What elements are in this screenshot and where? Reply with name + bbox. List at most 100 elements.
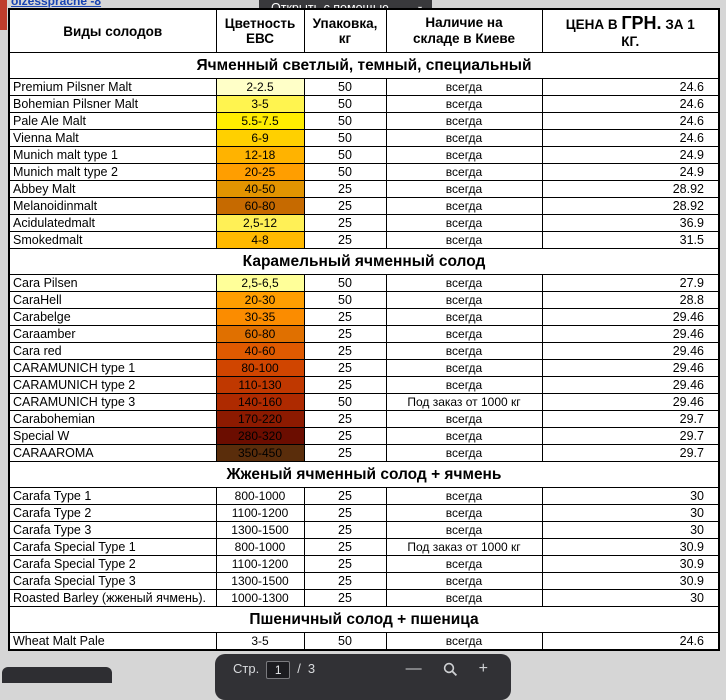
stock-cell: всегда: [385, 112, 543, 130]
ebc-color-cell: 170-220: [215, 410, 305, 428]
price-cell: 24.6: [541, 112, 720, 130]
ebc-color-cell: 800-1000: [215, 487, 305, 505]
stock-cell: всегда: [385, 487, 543, 505]
package-cell: 25: [303, 444, 387, 462]
section-header-row: Карамельный ячменный солод: [8, 248, 720, 275]
stock-cell: всегда: [385, 410, 543, 428]
partial-bottom-left-button[interactable]: [2, 667, 112, 683]
header-stock: Наличие на складе в Киеве: [385, 8, 543, 53]
stock-cell: всегда: [385, 214, 543, 232]
package-cell: 25: [303, 521, 387, 539]
section-header-row: Ячменный светлый, темный, специальный: [8, 52, 720, 79]
package-cell: 25: [303, 504, 387, 522]
price-cell: 24.9: [541, 146, 720, 164]
price-cell: 30: [541, 504, 720, 522]
price-cell: 29.46: [541, 393, 720, 411]
stock-cell: всегда: [385, 129, 543, 147]
package-cell: 25: [303, 308, 387, 326]
price-cell: 30: [541, 589, 720, 607]
section-header-row: Пшеничный солод + пшеница: [8, 606, 720, 633]
stock-cell: всегда: [385, 572, 543, 590]
stock-cell: всегда: [385, 325, 543, 343]
malt-row: CARAMUNICH type 1 80-100 25 всегда 29.46: [8, 359, 720, 377]
ebc-color-cell: 280-320: [215, 427, 305, 445]
malt-row: Carabohemian 170-220 25 всегда 29.7: [8, 410, 720, 428]
package-cell: 50: [303, 163, 387, 181]
malt-name-cell: Vienna Malt: [8, 129, 217, 147]
page-label: Стр.: [233, 661, 260, 676]
malt-row: CARAMUNICH type 2 110-130 25 всегда 29.46: [8, 376, 720, 394]
price-cell: 24.6: [541, 78, 720, 96]
partial-link[interactable]: olzessprache -8: [11, 0, 102, 8]
price-cell: 24.6: [541, 632, 720, 651]
package-cell: 50: [303, 393, 387, 411]
ebc-color-cell: 80-100: [215, 359, 305, 377]
header-price-part1: ЦЕНА В: [565, 17, 618, 32]
ebc-color-cell: 110-130: [215, 376, 305, 394]
ebc-color-cell: 350-450: [215, 444, 305, 462]
malt-name-cell: Carabelge: [8, 308, 217, 326]
price-cell: 30.9: [541, 538, 720, 556]
price-cell: 28.92: [541, 180, 720, 198]
malt-name-cell: Abbey Malt: [8, 180, 217, 198]
page-number-input[interactable]: 1: [266, 661, 291, 679]
malt-row: Munich malt type 1 12-18 50 всегда 24.9: [8, 146, 720, 164]
ebc-color-cell: 3-5: [215, 632, 305, 651]
package-cell: 25: [303, 538, 387, 556]
malt-name-cell: Roasted Barley (жженый ячмень).: [8, 589, 217, 607]
zoom-tool-button[interactable]: [436, 661, 465, 677]
price-cell: 29.7: [541, 444, 720, 462]
stock-cell: всегда: [385, 589, 543, 607]
malt-row: Cara Pilsen 2,5-6,5 50 всегда 27.9: [8, 274, 720, 292]
malt-name-cell: CaraHell: [8, 291, 217, 309]
zoom-in-button[interactable]: +: [472, 661, 495, 677]
package-cell: 50: [303, 632, 387, 651]
malt-row: Melanoidinmalt 60-80 25 всегда 28.92: [8, 197, 720, 215]
package-cell: 25: [303, 342, 387, 360]
malt-name-cell: Pale Ale Malt: [8, 112, 217, 130]
price-cell: 30: [541, 487, 720, 505]
malt-row: Special W 280-320 25 всегда 29.7: [8, 427, 720, 445]
malt-row: Carafa Special Type 2 1100-1200 25 всегда 30…: [8, 555, 720, 573]
malt-row: Carafa Type 1 800-1000 25 всегда 30: [8, 487, 720, 505]
section-header-row: Жженый ячменный солод + ячмень: [8, 461, 720, 488]
package-cell: 50: [303, 95, 387, 113]
ebc-color-cell: 3-5: [215, 95, 305, 113]
zoom-out-button[interactable]: —: [399, 661, 429, 677]
price-cell: 27.9: [541, 274, 720, 292]
package-cell: 25: [303, 180, 387, 198]
malt-name-cell: Bohemian Pilsner Malt: [8, 95, 217, 113]
price-cell: 28.92: [541, 197, 720, 215]
package-cell: 25: [303, 487, 387, 505]
price-cell: 31.5: [541, 231, 720, 249]
malt-name-cell: Carafa Special Type 2: [8, 555, 217, 573]
malt-name-cell: CARAMUNICH type 2: [8, 376, 217, 394]
malt-name-cell: Cara Pilsen: [8, 274, 217, 292]
document-page: Виды солодов Цветность ЕВС Упаковка, кг …: [8, 8, 720, 651]
section-title: Жженый ячменный солод + ячмень: [8, 461, 720, 488]
malt-name-cell: Carafa Special Type 1: [8, 538, 217, 556]
malt-name-cell: Munich malt type 1: [8, 146, 217, 164]
malt-name-cell: Carafa Special Type 3: [8, 572, 217, 590]
ebc-color-cell: 1000-1300: [215, 589, 305, 607]
magnifier-icon: [443, 662, 457, 677]
price-cell: 24.6: [541, 95, 720, 113]
malt-row: Smokedmalt 4-8 25 всегда 31.5: [8, 231, 720, 249]
stock-cell: всегда: [385, 291, 543, 309]
package-cell: 25: [303, 410, 387, 428]
ebc-color-cell: 2,5-12: [215, 214, 305, 232]
price-cell: 24.6: [541, 129, 720, 147]
malt-row: Vienna Malt 6-9 50 всегда 24.6: [8, 129, 720, 147]
package-cell: 25: [303, 197, 387, 215]
malt-row: CARAMUNICH type 3 140-160 50 Под заказ от 1…: [8, 393, 720, 411]
page-edge-accent: [0, 0, 7, 30]
malt-name-cell: Wheat Malt Pale: [8, 632, 217, 651]
package-cell: 50: [303, 78, 387, 96]
ebc-color-cell: 20-25: [215, 163, 305, 181]
malt-price-table: Виды солодов Цветность ЕВС Упаковка, кг …: [8, 8, 720, 651]
stock-cell: Под заказ от 1000 кг: [385, 393, 543, 411]
header-color-line1: Цветность: [224, 16, 296, 31]
malt-row: CARAAROMA 350-450 25 всегда 29.7: [8, 444, 720, 462]
malt-row: Cara red 40-60 25 всегда 29.46: [8, 342, 720, 360]
malt-row: Caraamber 60-80 25 всегда 29.46: [8, 325, 720, 343]
